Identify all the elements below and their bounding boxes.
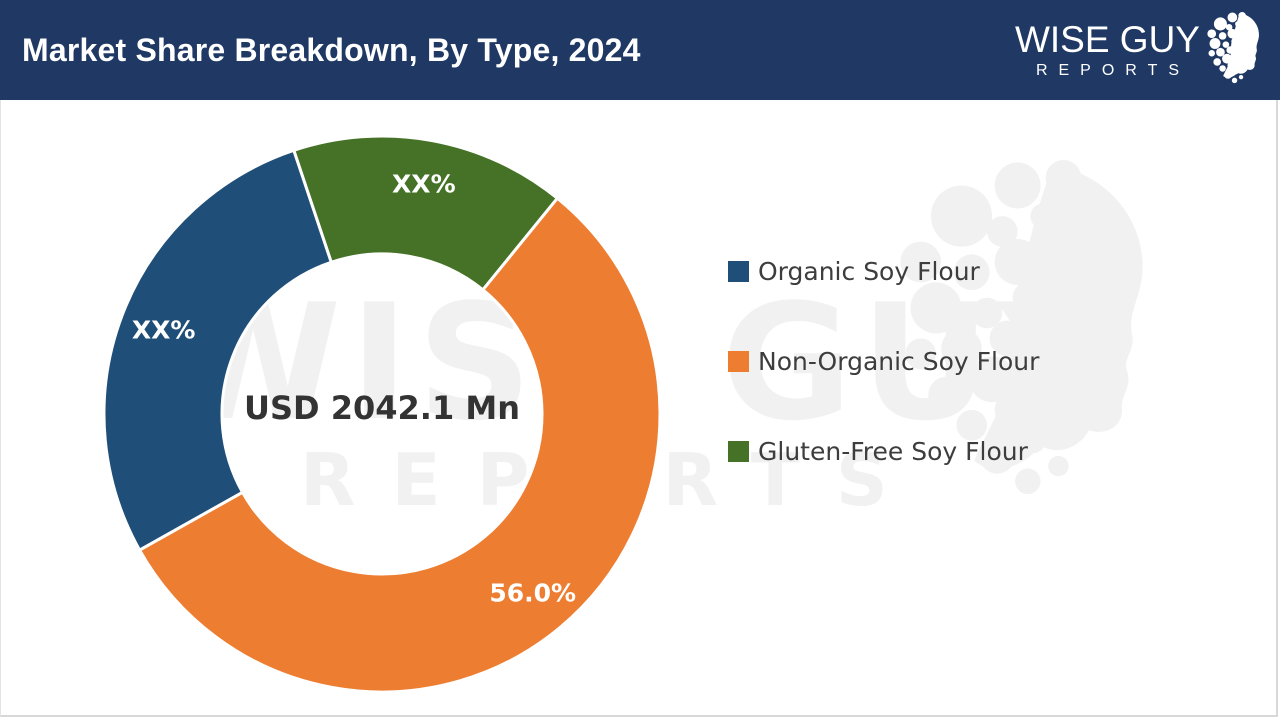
- wise-guy-logo: WISE GUY REPORTS: [1015, 6, 1264, 94]
- legend-item-organic: Organic Soy Flour: [728, 256, 1039, 286]
- page-title: Market Share Breakdown, By Type, 2024: [22, 31, 641, 68]
- chart-legend: Organic Soy Flour Non-Organic Soy Flour …: [728, 256, 1040, 528]
- legend-item-gluten-free: Gluten-Free Soy Flour: [728, 436, 1039, 466]
- legend-item-non-organic: Non-Organic Soy Flour: [728, 346, 1040, 376]
- slice-label-0: XX%: [392, 169, 456, 198]
- slice-label-2: XX%: [132, 315, 196, 344]
- logo-name: WISE GUY: [1014, 19, 1200, 60]
- legend-swatch-organic: [728, 260, 749, 282]
- legend-label-gluten-free: Gluten-Free Soy Flour: [758, 436, 1028, 466]
- logo-text: WISE GUY REPORTS: [1015, 20, 1200, 80]
- donut-slice-2: [102, 148, 333, 552]
- logo-tagline: REPORTS: [1035, 62, 1191, 79]
- donut-slice-0: [292, 134, 559, 292]
- legend-label-organic: Organic Soy Flour: [758, 256, 980, 286]
- legend-swatch-non-organic: [728, 350, 749, 372]
- slice-label-1: 56.0%: [489, 578, 576, 607]
- donut-center-value: USD 2042.1 Mn: [244, 389, 520, 427]
- header-bar: Market Share Breakdown, By Type, 2024 WI…: [0, 0, 1280, 100]
- legend-label-non-organic: Non-Organic Soy Flour: [758, 346, 1040, 376]
- logo-face-icon: [1207, 12, 1259, 84]
- legend-swatch-gluten-free: [728, 440, 749, 462]
- donut-slice-1: [138, 196, 662, 694]
